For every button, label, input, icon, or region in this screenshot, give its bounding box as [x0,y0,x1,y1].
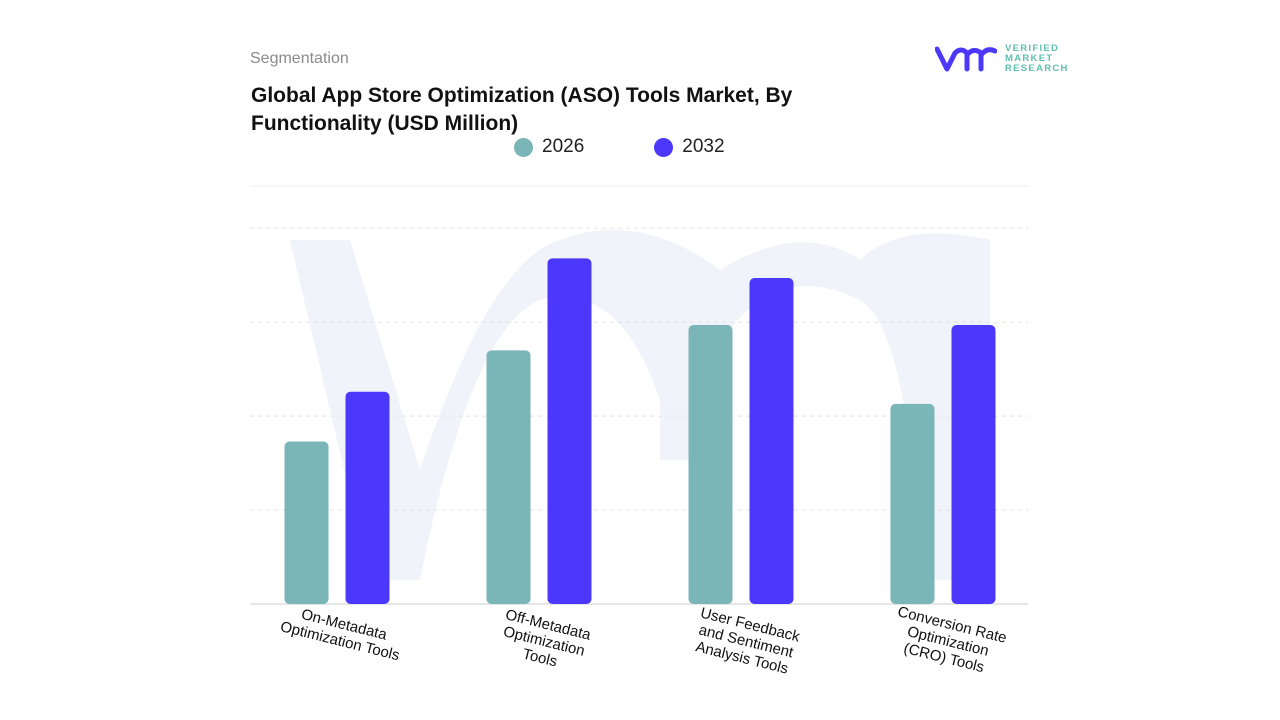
segment-label: Segmentation [250,50,349,67]
logo-text-3: RESEARCH [1005,63,1069,74]
bar-2026-1 [284,441,329,604]
bar-2032-4 [951,325,996,604]
vmr-logo-icon [935,46,997,72]
bar-2032-2 [547,258,592,604]
bar-2026-4 [890,403,935,604]
legend-swatch-2032 [654,137,674,157]
logo-text-1: VERIFIED [1005,43,1060,54]
legend-item-2032[interactable]: 2032 [654,136,725,158]
logo: VERIFIED MARKET RESEARCH [935,44,1069,74]
bar-2026-2 [486,350,531,604]
bar-2032-1 [345,391,390,604]
chart-title: Global App Store Optimization (ASO) Tool… [251,84,793,135]
legend-swatch-2026 [514,137,533,157]
legend-label-2026: 2026 [542,136,585,157]
legend-label-2032: 2032 [682,136,725,157]
bar-2026-3 [688,325,733,604]
logo-text-2: MARKET [1005,53,1054,64]
legend: 2026 2032 [514,136,725,158]
watermark-logo [290,230,990,580]
legend-item-2026[interactable]: 2026 [514,136,584,158]
bar-2032-3 [749,278,794,604]
